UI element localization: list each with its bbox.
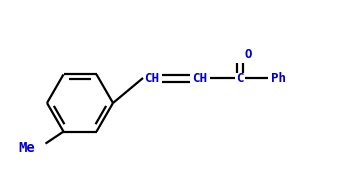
Text: O: O (244, 48, 252, 61)
Text: C: C (236, 71, 244, 84)
Text: Me: Me (18, 141, 35, 155)
Text: CH: CH (193, 71, 208, 84)
Text: Ph: Ph (270, 71, 285, 84)
Text: CH: CH (145, 71, 160, 84)
